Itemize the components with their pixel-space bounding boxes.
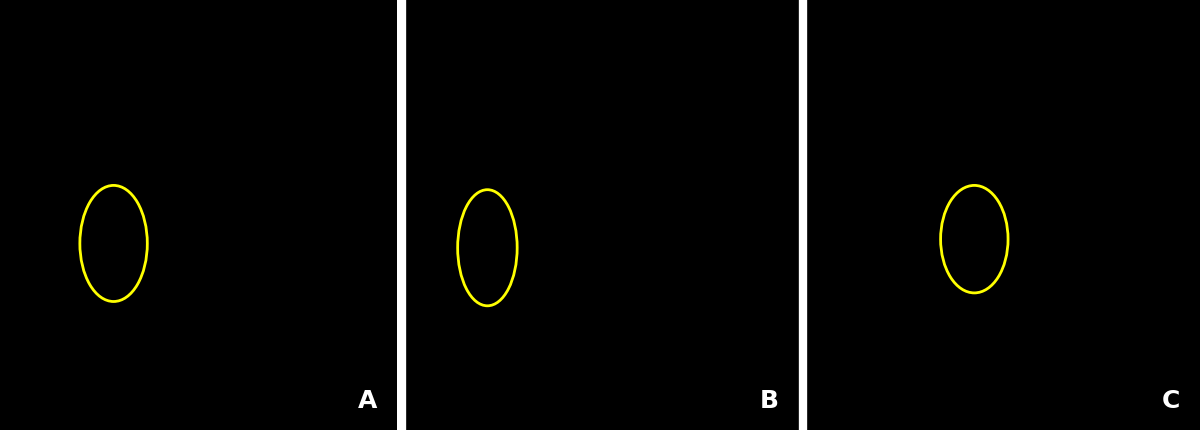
Text: B: B: [760, 389, 779, 413]
Text: A: A: [358, 389, 377, 413]
Text: C: C: [1162, 389, 1180, 413]
